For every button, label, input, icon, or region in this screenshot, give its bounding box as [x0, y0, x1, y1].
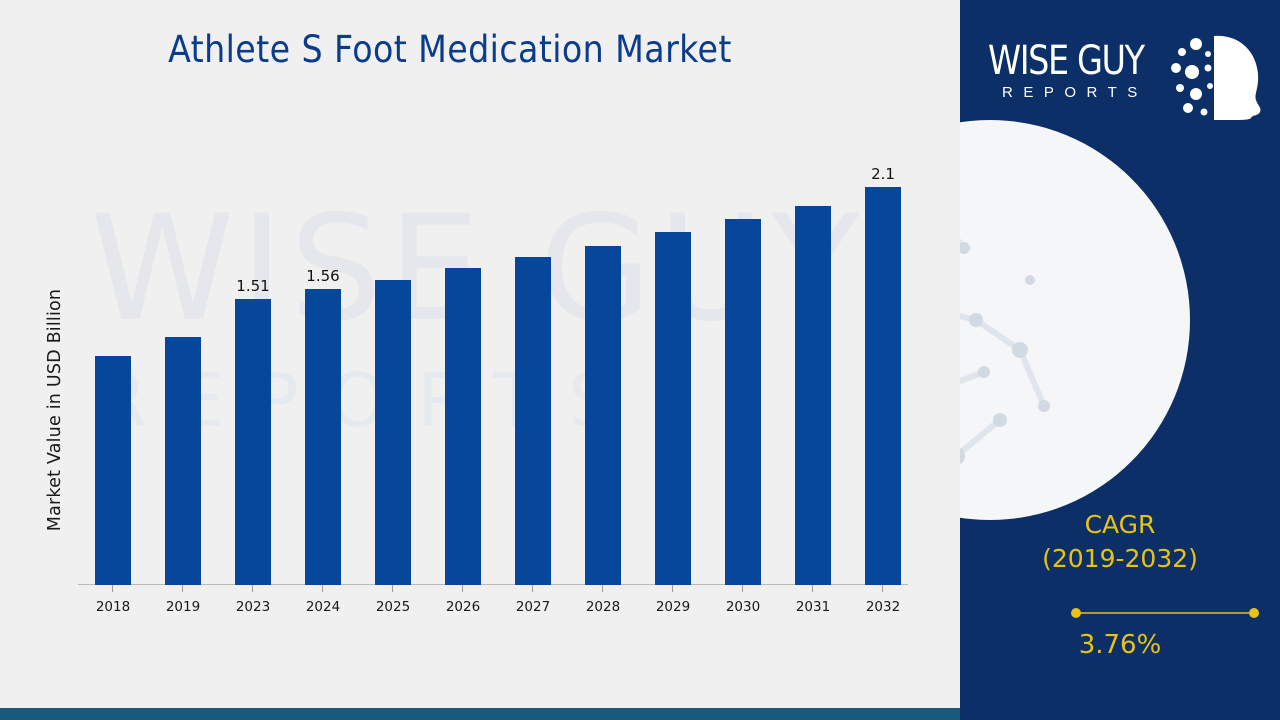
bar-value-label: 1.56 [306, 267, 340, 285]
x-axis-tick [882, 585, 883, 592]
bar [445, 268, 481, 585]
x-axis-category-label: 2032 [865, 599, 901, 615]
brand-name: WISE GUY [988, 38, 1145, 84]
x-axis-category-label: 2030 [725, 599, 761, 615]
bar [795, 206, 831, 585]
page-title: Athlete S Foot Medication Market [168, 28, 732, 71]
bar [95, 356, 131, 585]
chart-panel: Athlete S Foot Medication Market WISE GU… [0, 28, 960, 720]
head-profile-graphic [960, 120, 1190, 520]
x-axis-tick [742, 585, 743, 592]
bar [725, 219, 761, 585]
bar [305, 289, 341, 585]
x-axis-category-label: 2031 [795, 599, 831, 615]
x-axis-baseline [78, 584, 908, 585]
x-axis-tick [602, 585, 603, 592]
x-axis-category-label: 2028 [585, 599, 621, 615]
bar [375, 280, 411, 585]
side-panel: WISE GUY REPORTS CAGR (2019-2032) [960, 0, 1280, 720]
bar [235, 299, 271, 585]
x-axis-tick [182, 585, 183, 592]
bottom-accent-strip [0, 708, 960, 720]
y-axis-label: Market Value in USD Billion [45, 288, 65, 532]
cagr-title: CAGR [1084, 510, 1156, 539]
cagr-label: CAGR (2019-2032) [960, 508, 1280, 576]
x-axis-category-label: 2029 [655, 599, 691, 615]
bar [655, 232, 691, 585]
x-axis-tick [322, 585, 323, 592]
x-axis-category-label: 2026 [445, 599, 481, 615]
logo-head-dots-icon [1171, 35, 1261, 121]
bar [585, 246, 621, 585]
bar-value-label: 1.51 [236, 277, 270, 295]
cagr-period: (2019-2032) [1042, 544, 1198, 573]
x-axis-category-label: 2019 [165, 599, 201, 615]
x-axis-tick [392, 585, 393, 592]
cagr-divider [1071, 608, 1259, 618]
x-axis-category-label: 2024 [305, 599, 341, 615]
bar [515, 257, 551, 585]
x-axis-tick [462, 585, 463, 592]
bar-value-label: 2.1 [871, 165, 895, 183]
x-axis-category-label: 2025 [375, 599, 411, 615]
x-axis-tick [252, 585, 253, 592]
x-axis-category-label: 2018 [95, 599, 131, 615]
brand-logo: WISE GUY REPORTS [980, 30, 1268, 122]
x-axis-category-label: 2027 [515, 599, 551, 615]
x-axis-tick [112, 585, 113, 592]
bar [165, 337, 201, 585]
x-axis-category-label: 2023 [235, 599, 271, 615]
x-axis-tick [672, 585, 673, 592]
bar-chart-plot: 2018 2019 1.51 2023 1.56 2024 2025 2026 2027 2028… [78, 130, 908, 615]
brand-tagline: REPORTS [1002, 84, 1148, 101]
x-axis-tick [532, 585, 533, 592]
x-axis-tick [812, 585, 813, 592]
cagr-value: 3.76% [1078, 630, 1162, 660]
bar [865, 187, 901, 585]
